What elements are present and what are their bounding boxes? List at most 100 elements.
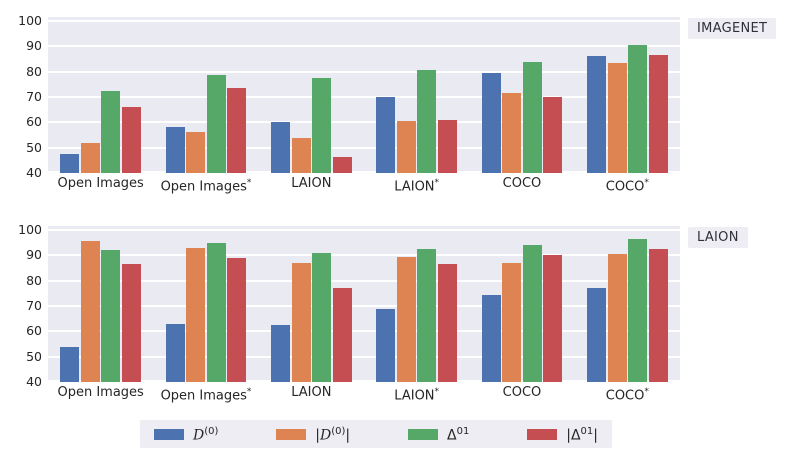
x-tick-label: Open Images bbox=[57, 385, 144, 400]
bar-coco-s2 bbox=[522, 245, 542, 382]
gridline bbox=[48, 20, 680, 22]
bar-laion--s3 bbox=[437, 264, 457, 382]
legend-item: D(0) bbox=[154, 425, 218, 443]
bar-coco-s0 bbox=[481, 72, 501, 173]
legend-label: |D(0)| bbox=[315, 426, 351, 444]
imagenet-panel: IMAGENET 40 50 60 70 80 90 100 Open Images Open … bbox=[0, 13, 794, 217]
gridline bbox=[48, 45, 680, 48]
y-tick-label: 60 bbox=[26, 114, 42, 130]
bar-open-images-s1 bbox=[80, 241, 100, 382]
bar-open-images--s1 bbox=[186, 132, 206, 173]
y-tick-label: 80 bbox=[26, 63, 42, 79]
bar-laion--s2 bbox=[417, 249, 437, 382]
bar-open-images-s3 bbox=[121, 264, 141, 382]
x-tick-label: COCO bbox=[502, 176, 542, 191]
bar-laion--s1 bbox=[396, 121, 416, 173]
imagenet-panel-label: IMAGENET bbox=[688, 18, 777, 39]
legend-swatch bbox=[154, 428, 184, 440]
gridline bbox=[48, 121, 680, 124]
gridline bbox=[48, 96, 680, 98]
bar-open-images-s1 bbox=[80, 142, 100, 173]
y-tick-label: 80 bbox=[26, 272, 42, 288]
bar-open-images--s0 bbox=[165, 323, 185, 382]
x-tick-label: COCO* bbox=[605, 178, 649, 195]
legend-item: |Δ01| bbox=[527, 425, 598, 443]
bar-coco--s0 bbox=[587, 56, 607, 173]
laion-plot-area bbox=[48, 226, 680, 382]
bar-open-images--s3 bbox=[227, 88, 247, 173]
bar-laion-s0 bbox=[271, 325, 291, 382]
legend: D(0) |D(0)| Δ01 |Δ01| bbox=[140, 420, 612, 448]
legend-label: D(0) bbox=[193, 426, 219, 444]
legend-swatch bbox=[408, 428, 439, 440]
bar-laion-s1 bbox=[291, 137, 311, 173]
y-tick-label: 100 bbox=[18, 222, 42, 237]
y-tick-label: 40 bbox=[26, 165, 42, 180]
bar-coco--s1 bbox=[607, 254, 627, 382]
y-tick-label: 70 bbox=[26, 89, 42, 104]
gridline bbox=[48, 146, 680, 149]
gridline bbox=[48, 171, 680, 173]
bar-open-images-s2 bbox=[101, 250, 121, 382]
x-tick-label: COCO bbox=[502, 385, 542, 400]
gridline bbox=[48, 70, 680, 73]
imagenet-plot-area bbox=[48, 17, 680, 173]
y-tick-label: 70 bbox=[26, 298, 42, 313]
bar-laion--s1 bbox=[396, 256, 416, 382]
bar-laion-s2 bbox=[312, 78, 332, 173]
bar-laion--s0 bbox=[376, 97, 396, 173]
y-tick-label: 50 bbox=[26, 348, 42, 364]
x-tick-label: LAION* bbox=[394, 387, 440, 404]
legend-swatch bbox=[527, 428, 558, 440]
bar-open-images--s0 bbox=[165, 127, 185, 173]
bar-laion-s2 bbox=[312, 252, 332, 382]
bar-coco-s1 bbox=[502, 262, 522, 382]
gridline bbox=[48, 229, 680, 231]
x-tick-label: Open Images bbox=[57, 176, 144, 191]
x-tick-label: Open Images* bbox=[160, 387, 252, 404]
bar-coco-s3 bbox=[543, 97, 563, 173]
gridline bbox=[48, 330, 680, 333]
bar-laion--s0 bbox=[376, 308, 396, 382]
bar-open-images-s0 bbox=[60, 154, 80, 173]
bar-coco--s2 bbox=[628, 45, 648, 173]
y-tick-label: 60 bbox=[26, 323, 42, 339]
gridline bbox=[48, 254, 680, 257]
bar-open-images--s1 bbox=[186, 247, 206, 382]
bar-coco-s3 bbox=[543, 255, 563, 382]
bar-laion-s1 bbox=[291, 262, 311, 382]
bar-open-images-s3 bbox=[121, 107, 141, 173]
bar-laion-s0 bbox=[271, 122, 291, 173]
legend-item: |D(0)| bbox=[276, 425, 350, 443]
bar-coco--s0 bbox=[587, 288, 607, 382]
gridline bbox=[48, 355, 680, 358]
y-tick-label: 90 bbox=[26, 38, 42, 54]
bar-open-images--s2 bbox=[206, 242, 226, 382]
laion-panel: LAION 40 50 60 70 80 90 100 Open Images Open Ima… bbox=[0, 222, 794, 426]
bar-coco--s3 bbox=[648, 249, 668, 382]
x-tick-label: LAION* bbox=[394, 178, 440, 195]
bar-laion--s2 bbox=[417, 70, 437, 173]
y-tick-label: 90 bbox=[26, 247, 42, 263]
gridline bbox=[48, 305, 680, 307]
y-tick-label: 100 bbox=[18, 13, 42, 28]
bar-open-images--s2 bbox=[206, 75, 226, 173]
legend-swatch bbox=[276, 428, 307, 440]
gridline bbox=[48, 380, 680, 382]
bar-coco--s1 bbox=[607, 62, 627, 173]
bar-coco-s0 bbox=[481, 294, 501, 382]
x-tick-label: Open Images* bbox=[160, 178, 252, 195]
bar-coco-s2 bbox=[522, 61, 542, 173]
x-tick-label: LAION bbox=[291, 385, 332, 400]
legend-label: |Δ01| bbox=[566, 426, 598, 444]
bar-laion-s3 bbox=[332, 288, 352, 382]
gridline bbox=[48, 279, 680, 282]
bar-coco--s3 bbox=[648, 55, 668, 173]
bar-laion-s3 bbox=[332, 156, 352, 173]
bar-open-images-s2 bbox=[101, 90, 121, 173]
x-tick-label: COCO* bbox=[605, 387, 649, 404]
y-tick-label: 40 bbox=[26, 374, 42, 389]
bar-coco-s1 bbox=[502, 93, 522, 173]
legend-label: Δ01 bbox=[447, 426, 470, 444]
